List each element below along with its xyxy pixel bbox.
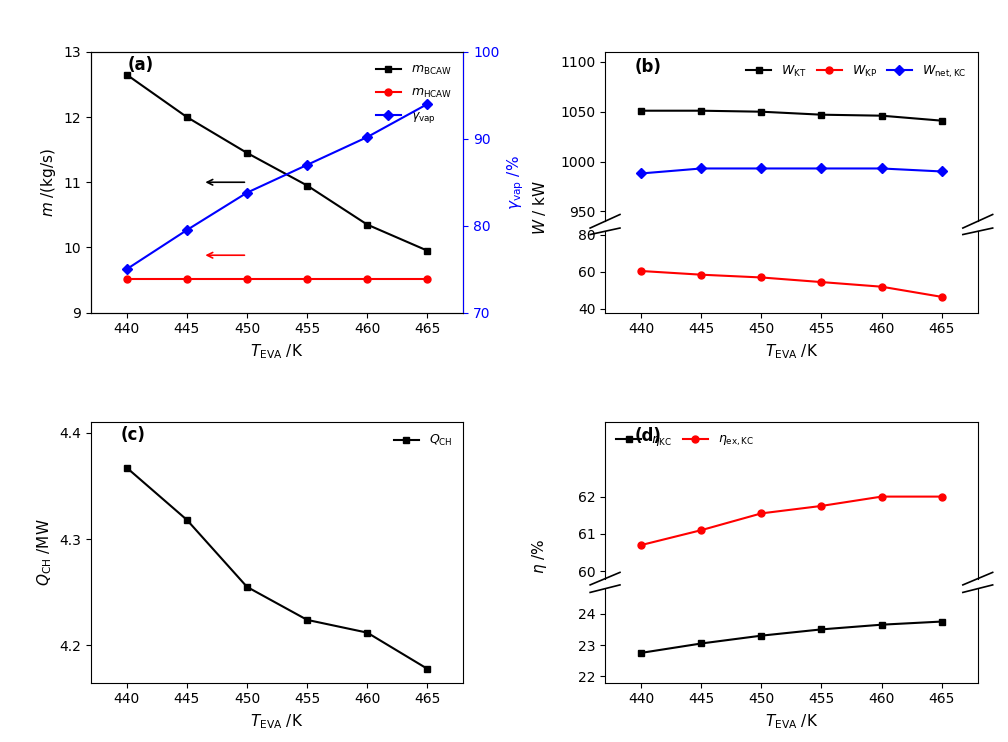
$W_{\rm KP}$ [876, 282, 888, 291]
Line: $\eta_{\rm KC}$: $\eta_{\rm KC}$ [638, 618, 946, 657]
$Q_{\rm CH}$ [301, 615, 313, 624]
X-axis label: $T_{\rm EVA}$ /K: $T_{\rm EVA}$ /K [250, 342, 303, 361]
$W_{\rm net,KC}$ [876, 164, 888, 173]
$W_{\rm KT}$ [935, 116, 948, 125]
Y-axis label: $m$ /(kg/s): $m$ /(kg/s) [38, 148, 57, 217]
Line: $Q_{\rm CH}$: $Q_{\rm CH}$ [123, 464, 430, 672]
$\eta_{\rm ex,KC}$ [935, 492, 948, 501]
$\eta_{\rm KC}$ [635, 649, 647, 657]
$W_{\rm KP}$ [635, 266, 647, 275]
$W_{\rm KP}$ [935, 292, 948, 301]
$W_{\rm net,KC}$ [755, 164, 767, 173]
Legend: $\eta_{\rm KC}$, $\eta_{\rm ex,KC}$: $\eta_{\rm KC}$, $\eta_{\rm ex,KC}$ [611, 428, 759, 453]
Line: $W_{\rm KP}$: $W_{\rm KP}$ [638, 268, 946, 301]
Legend: $W_{\rm KT}$, $W_{\rm KP}$, $W_{\rm net,KC}$: $W_{\rm KT}$, $W_{\rm KP}$, $W_{\rm net,… [742, 58, 972, 85]
$\eta_{\rm KC}$ [755, 631, 767, 640]
Y-axis label: $Q_{\rm CH}$ /MW: $Q_{\rm CH}$ /MW [35, 519, 53, 586]
Text: (d): (d) [635, 427, 661, 444]
$W_{\rm KT}$ [815, 111, 828, 119]
$\eta_{\rm KC}$ [935, 617, 948, 626]
Text: (c): (c) [121, 426, 145, 444]
$Q_{\rm CH}$ [180, 516, 193, 525]
$W_{\rm KP}$ [696, 270, 708, 279]
$\eta_{\rm KC}$ [876, 620, 888, 629]
$W_{\rm net,KC}$ [935, 167, 948, 176]
Text: $W$ / kW: $W$ / kW [531, 180, 547, 235]
$W_{\rm KT}$ [696, 106, 708, 115]
Line: $\eta_{\rm ex,KC}$: $\eta_{\rm ex,KC}$ [638, 493, 946, 548]
$W_{\rm KP}$ [815, 278, 828, 286]
$W_{\rm KP}$ [755, 273, 767, 282]
$\eta_{\rm KC}$ [696, 639, 708, 648]
$\eta_{\rm ex,KC}$ [876, 492, 888, 501]
Text: (b): (b) [635, 59, 661, 76]
Text: (a): (a) [128, 56, 154, 74]
$\eta_{\rm ex,KC}$ [755, 509, 767, 518]
$\eta_{\rm ex,KC}$ [635, 541, 647, 550]
Legend: $Q_{\rm CH}$: $Q_{\rm CH}$ [388, 428, 458, 453]
$Q_{\rm CH}$ [421, 664, 433, 673]
$W_{\rm net,KC}$ [815, 164, 828, 173]
Legend: $m_{\rm BCAW}$, $m_{\rm HCAW}$, $\gamma_{\rm vap}$: $m_{\rm BCAW}$, $m_{\rm HCAW}$, $\gamma_… [371, 58, 458, 130]
X-axis label: $T_{\rm EVA}$ /K: $T_{\rm EVA}$ /K [765, 712, 818, 731]
Y-axis label: $\gamma_{\rm vap}$ /%: $\gamma_{\rm vap}$ /% [505, 155, 526, 210]
$W_{\rm KT}$ [755, 108, 767, 116]
$\eta_{\rm KC}$ [815, 625, 828, 634]
$\eta_{\rm ex,KC}$ [815, 502, 828, 510]
$W_{\rm net,KC}$ [635, 169, 647, 178]
$W_{\rm net,KC}$ [696, 164, 708, 173]
Line: $W_{\rm net,KC}$: $W_{\rm net,KC}$ [638, 165, 946, 177]
$W_{\rm KT}$ [635, 106, 647, 115]
Text: $\eta$ /%: $\eta$ /% [530, 539, 548, 574]
$\eta_{\rm ex,KC}$ [696, 526, 708, 535]
$W_{\rm KT}$ [876, 111, 888, 120]
$Q_{\rm CH}$ [241, 582, 253, 591]
X-axis label: $T_{\rm EVA}$ /K: $T_{\rm EVA}$ /K [250, 712, 303, 731]
$Q_{\rm CH}$ [361, 628, 373, 637]
Line: $W_{\rm KT}$: $W_{\rm KT}$ [638, 108, 946, 124]
$Q_{\rm CH}$ [121, 463, 133, 472]
X-axis label: $T_{\rm EVA}$ /K: $T_{\rm EVA}$ /K [765, 342, 818, 361]
